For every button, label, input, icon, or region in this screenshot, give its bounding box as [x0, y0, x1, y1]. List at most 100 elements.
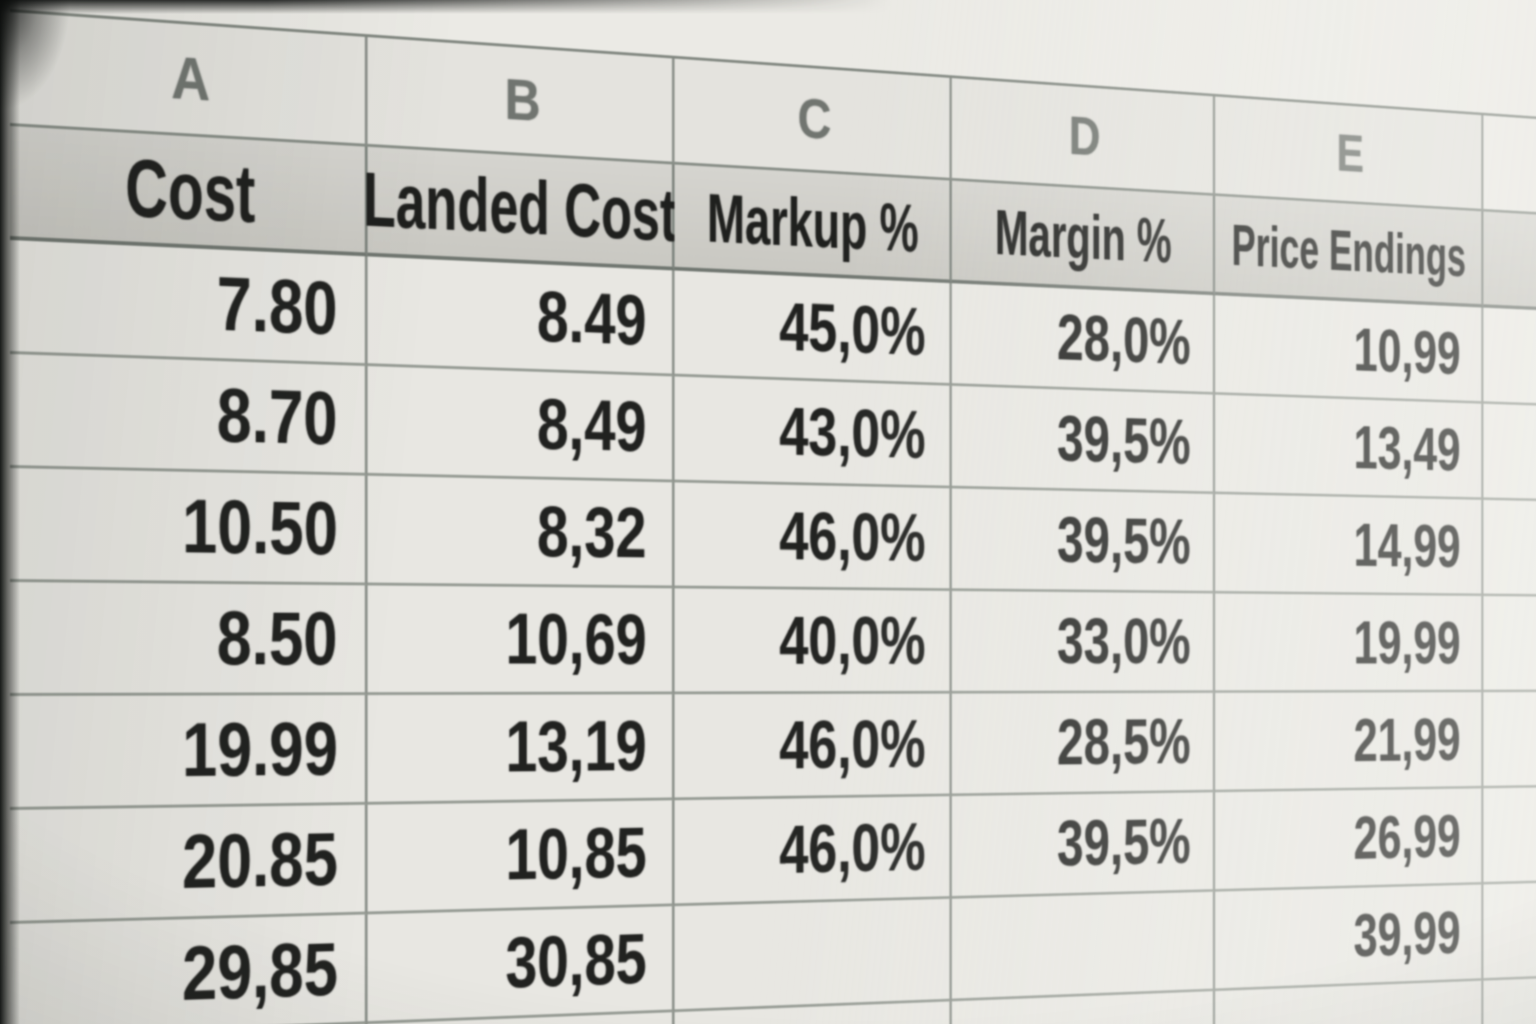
cell-value: 14,99 — [1353, 511, 1461, 580]
cell-value: 39,5% — [1057, 806, 1191, 880]
cell-a3[interactable]: 8.70 — [10, 354, 368, 476]
cell-value: 7.80 — [217, 260, 338, 351]
cell-d3[interactable]: 39,5% — [951, 385, 1216, 495]
header-label: Margin % — [995, 197, 1172, 276]
cell-value: 8.50 — [217, 594, 338, 681]
cell-e4[interactable]: 14,99 — [1215, 494, 1484, 597]
cell-f8[interactable] — [1483, 879, 1536, 981]
cell-value: 46,0% — [779, 706, 926, 784]
cell-f6[interactable] — [1483, 691, 1536, 789]
cell-a8[interactable]: 29,85 — [10, 914, 368, 1024]
cell-b8[interactable]: 30,85 — [367, 906, 675, 1024]
cell-d8[interactable] — [951, 891, 1216, 1002]
cell-f7[interactable] — [1483, 785, 1536, 885]
cell-e5[interactable]: 19,99 — [1215, 593, 1484, 693]
header-label: Markup % — [707, 178, 919, 266]
cell-value: 28,0% — [1057, 301, 1191, 378]
cell-value: 10,99 — [1353, 315, 1461, 387]
cell-value: 19.99 — [182, 705, 338, 793]
cell-value: 10,69 — [505, 599, 647, 680]
header-cell-cost[interactable]: Cost — [10, 126, 368, 257]
cell-value: 8.49 — [537, 276, 647, 361]
cell-e7[interactable]: 26,99 — [1215, 788, 1484, 892]
cell-value: 21,99 — [1353, 706, 1461, 774]
cell-value: 13,49 — [1353, 413, 1461, 483]
cell-value: 19,99 — [1353, 608, 1461, 676]
sheet-edge — [1215, 0, 1484, 116]
header-cell-margin[interactable]: Margin % — [951, 180, 1216, 296]
cell-d7[interactable]: 39,5% — [951, 792, 1216, 899]
cell-value: 39,99 — [1353, 899, 1461, 969]
column-header-e[interactable]: E — [1215, 96, 1484, 212]
column-letter: A — [171, 43, 211, 115]
cell-value: 26,99 — [1353, 802, 1461, 872]
cell-b7[interactable]: 10,85 — [367, 800, 675, 915]
cell-value: 45,0% — [779, 288, 926, 370]
cell-value: 46,0% — [779, 497, 926, 576]
cell-value: 46,0% — [779, 809, 926, 888]
cell-c7[interactable]: 46,0% — [674, 796, 952, 907]
cell-f3[interactable] — [1483, 403, 1536, 505]
header-cell-price-endings[interactable]: Price Endings — [1215, 195, 1484, 308]
cell-c3[interactable]: 43,0% — [674, 376, 952, 489]
cell-c2[interactable]: 45,0% — [674, 270, 952, 386]
cell-value: 43,0% — [779, 392, 926, 473]
cell-a5[interactable]: 8.50 — [10, 582, 368, 696]
column-letter: B — [504, 66, 541, 135]
spreadsheet-grid: A B C D E Cost Landed Cost Markup % Marg… — [10, 0, 1536, 1024]
cell-value: 20.85 — [182, 815, 338, 905]
column-header-c[interactable]: C — [674, 58, 952, 181]
cell-a6[interactable]: 19.99 — [10, 695, 368, 810]
column-header-f[interactable] — [1483, 115, 1536, 224]
cell-f5[interactable] — [1483, 596, 1536, 693]
cell-value: 8,49 — [537, 384, 647, 467]
cell-b2[interactable]: 8.49 — [367, 256, 675, 377]
cell-d2[interactable]: 28,0% — [951, 283, 1216, 395]
cell-value: 40,0% — [779, 602, 926, 679]
cell-c5[interactable]: 40,0% — [674, 588, 952, 695]
cell-a2[interactable]: 7.80 — [10, 240, 368, 367]
cell-e6[interactable]: 21,99 — [1215, 692, 1484, 793]
header-label: Cost — [125, 140, 256, 240]
cell-f9[interactable] — [1483, 972, 1536, 1024]
cell-f4[interactable] — [1483, 499, 1536, 598]
column-header-b[interactable]: B — [367, 37, 675, 165]
header-label: Landed Cost — [362, 156, 677, 257]
cell-f2[interactable] — [1483, 307, 1536, 411]
cell-value: 30,85 — [505, 919, 647, 1004]
cell-a4[interactable]: 10.50 — [10, 468, 368, 586]
cell-value: 29,85 — [182, 925, 338, 1017]
cell-d6[interactable]: 28,5% — [951, 692, 1216, 797]
cell-value: 39,5% — [1057, 403, 1191, 478]
cell-e2[interactable]: 10,99 — [1215, 295, 1484, 404]
header-cell-markup[interactable]: Markup % — [674, 164, 952, 284]
column-letter: C — [797, 86, 832, 152]
header-cell-landed-cost[interactable]: Landed Cost — [363, 146, 676, 271]
cell-b4[interactable]: 8,32 — [367, 475, 675, 589]
cell-a7[interactable]: 20.85 — [10, 804, 368, 924]
column-header-d[interactable]: D — [951, 78, 1216, 196]
column-letter: E — [1336, 123, 1365, 184]
cell-b6[interactable]: 13,19 — [367, 694, 675, 805]
cell-e8[interactable]: 39,99 — [1215, 884, 1484, 992]
header-label: Price Endings — [1231, 212, 1466, 289]
cell-value: 33,0% — [1057, 605, 1191, 677]
cell-e3[interactable]: 13,49 — [1215, 394, 1484, 500]
cell-c8[interactable] — [674, 898, 952, 1013]
cell-c4[interactable]: 46,0% — [674, 482, 952, 591]
column-letter: D — [1068, 104, 1101, 169]
cell-value: 28,5% — [1057, 706, 1191, 779]
cell-d5[interactable]: 33,0% — [951, 590, 1216, 694]
sheet-edge — [1483, 0, 1536, 130]
cell-b5[interactable]: 10,69 — [367, 585, 675, 696]
cell-value: 8.70 — [217, 371, 338, 461]
cell-c6[interactable]: 46,0% — [674, 693, 952, 801]
cell-value: 39,5% — [1057, 504, 1191, 578]
cell-value: 10.50 — [182, 482, 338, 571]
header-cell-f[interactable] — [1483, 211, 1536, 317]
cell-d4[interactable]: 39,5% — [951, 488, 1216, 594]
cell-value: 13,19 — [505, 706, 647, 788]
cell-b3[interactable]: 8,49 — [367, 366, 675, 483]
